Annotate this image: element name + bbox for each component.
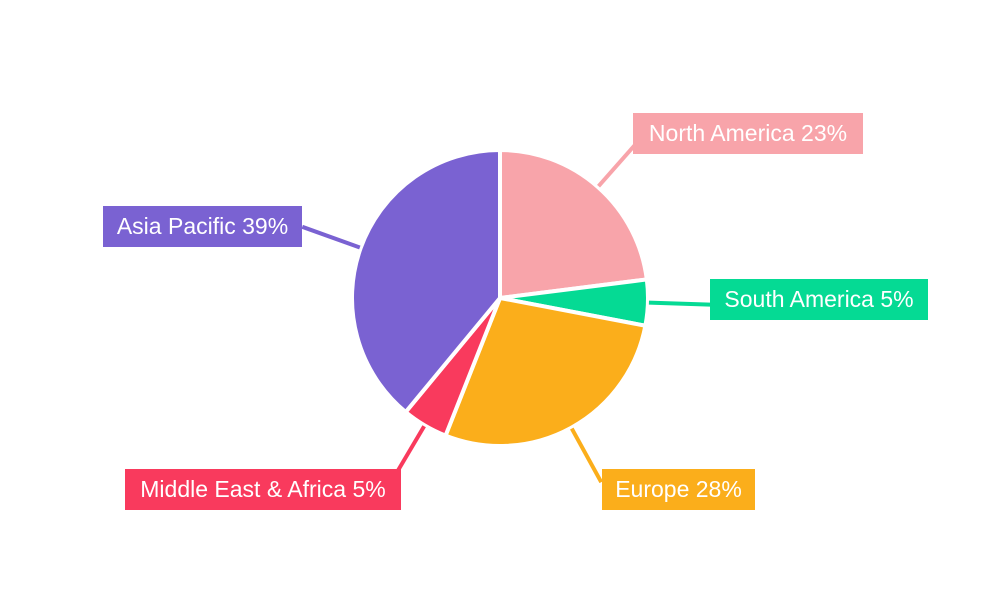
label-asia-pacific: Asia Pacific 39%: [103, 206, 302, 247]
label-middle-east-africa: Middle East & Africa 5%: [125, 469, 401, 510]
leader-line-south-america: [648, 300, 711, 307]
label-south-america: South America 5%: [710, 279, 928, 320]
pie-slice-asia-pacific[interactable]: [349, 148, 502, 415]
leader-line-north-america: [597, 139, 641, 188]
leader-line-asia-pacific: [301, 224, 361, 250]
label-north-america: North America 23%: [633, 113, 863, 154]
label-europe: Europe 28%: [602, 469, 755, 510]
leader-line-europe: [570, 427, 604, 484]
pie-slice-europe[interactable]: [443, 296, 648, 448]
pie-slice-north-america[interactable]: [498, 148, 649, 300]
